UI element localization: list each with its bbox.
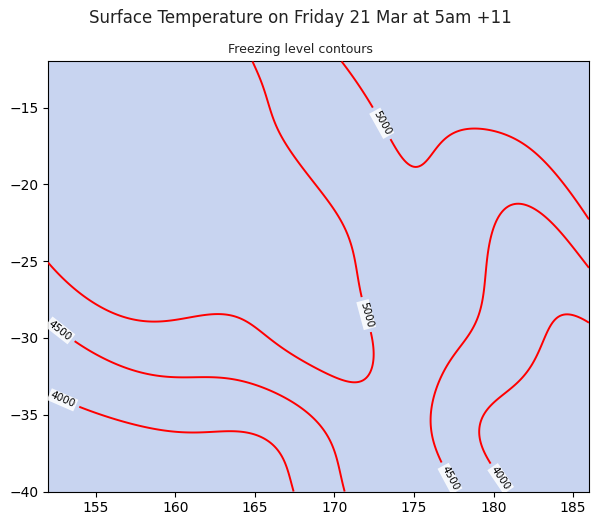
Text: 4000: 4000 xyxy=(49,390,76,410)
Text: 4500: 4500 xyxy=(47,318,73,343)
Text: 5000: 5000 xyxy=(358,301,374,329)
Text: 5000: 5000 xyxy=(371,110,392,137)
Text: Surface Temperature on Friday 21 Mar at 5am +11: Surface Temperature on Friday 21 Mar at … xyxy=(89,9,512,28)
Text: 4000: 4000 xyxy=(489,465,512,492)
Text: Freezing level contours: Freezing level contours xyxy=(228,42,373,56)
Text: 4500: 4500 xyxy=(439,465,460,493)
